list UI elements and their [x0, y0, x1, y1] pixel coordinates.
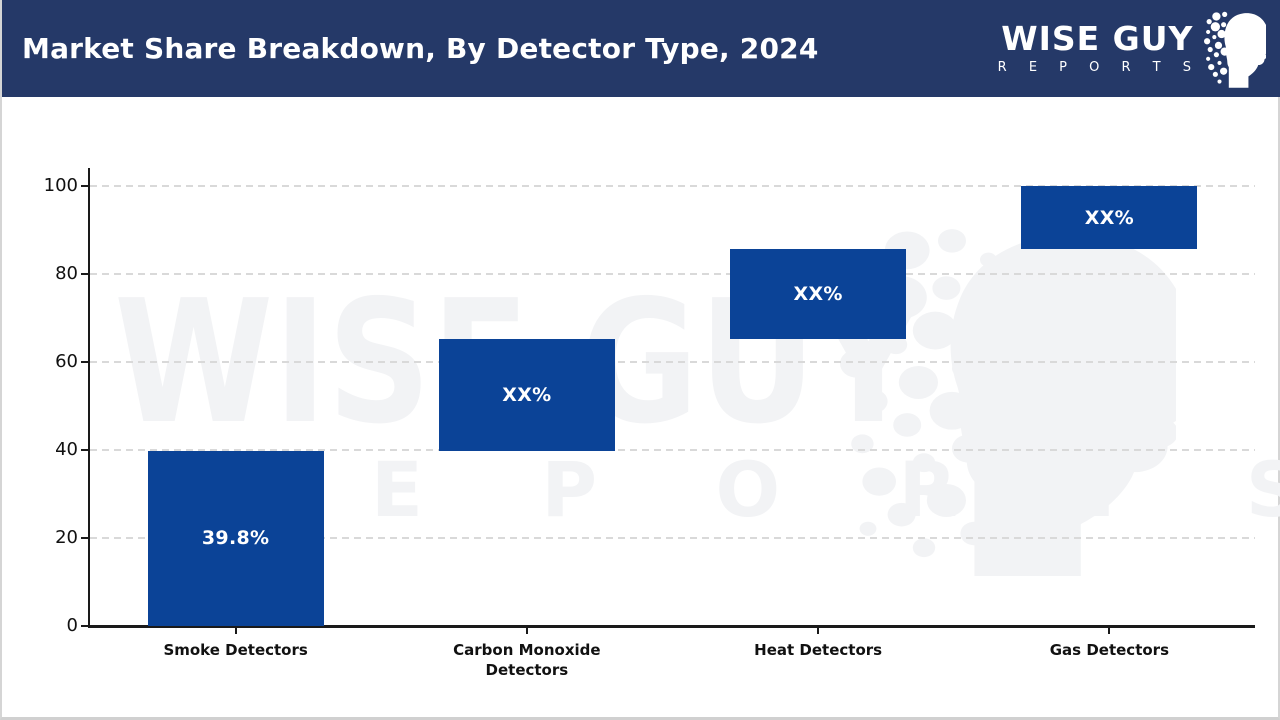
y-tick-label-40: 40	[55, 439, 78, 460]
bar-smoke-detectors: 39.8%	[147, 450, 324, 626]
x-category-label: Smoke Detectors	[163, 641, 308, 659]
gridline-y20	[90, 537, 1255, 539]
bar-heat-detectors: XX%	[730, 249, 907, 340]
y-tick-60	[81, 361, 88, 363]
gridline-y80	[90, 273, 1255, 275]
y-tick-100	[81, 185, 88, 187]
brand-face-icon	[1204, 11, 1266, 88]
bar-carbon-monoxide-detectors: XX%	[438, 339, 615, 451]
y-tick-label-60: 60	[55, 351, 78, 372]
y-tick-40	[81, 449, 88, 451]
header-bar: Market Share Breakdown, By Detector Type…	[2, 0, 1280, 97]
x-tick-1	[525, 628, 528, 634]
brand-logo: WISE GUY R E P O R T S	[995, 9, 1266, 89]
x-tick-0	[234, 628, 237, 634]
y-tick-20	[81, 537, 88, 539]
x-category-label: Heat Detectors	[754, 641, 883, 659]
y-tick-label-100: 100	[43, 175, 78, 196]
x-category-label: Carbon Monoxide Detectors	[453, 641, 601, 679]
bar-value-label: 39.8%	[201, 527, 270, 550]
brand-subtitle: R E P O R T S	[997, 60, 1200, 75]
y-tick-label-80: 80	[55, 263, 78, 284]
bar-value-label: XX%	[793, 283, 843, 306]
x-tick-3	[1108, 628, 1111, 634]
gridline-y60	[90, 361, 1255, 363]
y-tick-label-20: 20	[55, 527, 78, 548]
gridline-y100	[90, 185, 1255, 187]
brand-name: WISE GUY	[1001, 19, 1194, 58]
y-axis-line	[88, 168, 90, 627]
watermark-face-icon	[840, 229, 1176, 576]
y-tick-0	[81, 625, 88, 627]
bar-gas-detectors: XX%	[1021, 186, 1198, 250]
page-title: Market Share Breakdown, By Detector Type…	[22, 32, 819, 65]
gridline-y40	[90, 449, 1255, 451]
y-tick-label-0: 0	[66, 615, 78, 636]
bar-value-label: XX%	[1084, 206, 1134, 229]
x-axis-line	[88, 625, 1255, 628]
x-tick-2	[817, 628, 820, 634]
bar-value-label: XX%	[502, 383, 552, 406]
x-category-label: Gas Detectors	[1049, 641, 1169, 659]
y-tick-80	[81, 273, 88, 275]
brand-logo-text: WISE GUY R E P O R T S	[995, 22, 1200, 75]
